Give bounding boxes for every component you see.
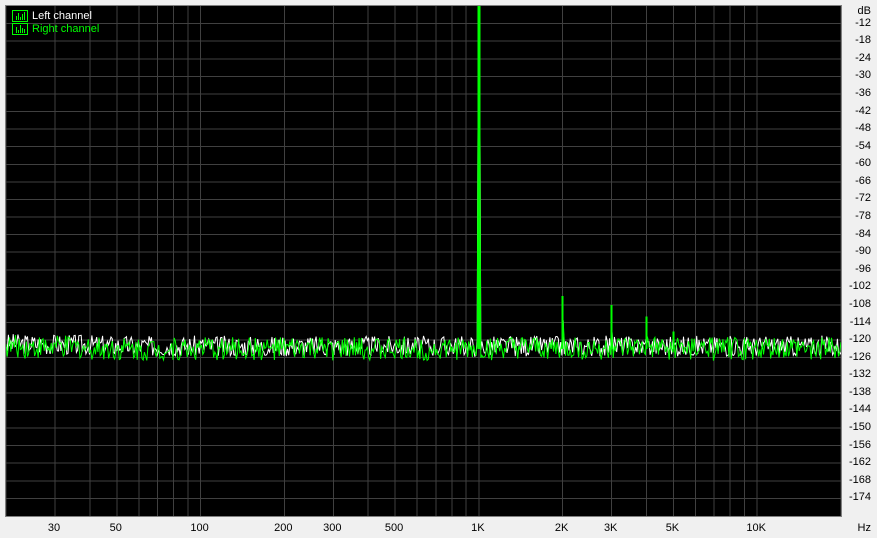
y-tick-label: -42 <box>855 105 871 117</box>
y-tick-label: -150 <box>849 421 871 433</box>
y-tick-label: -72 <box>855 192 871 204</box>
x-tick-label: 200 <box>274 522 292 534</box>
x-tick-label: 100 <box>190 522 208 534</box>
y-tick-label: -78 <box>855 210 871 222</box>
spectrum-analyzer-panel: -12 -18 -24 -30 -36 -42 -48 -54 -60 -66 -72 -78 -84 -… <box>0 0 877 538</box>
y-tick-label: -102 <box>849 280 871 292</box>
y-tick-label: -174 <box>849 491 871 503</box>
legend-label-right: Right channel <box>32 23 99 35</box>
y-tick-label: -54 <box>855 140 871 152</box>
legend-icon-right <box>12 23 28 35</box>
x-tick-label: 500 <box>385 522 403 534</box>
y-tick-label: -24 <box>855 52 871 64</box>
x-tick-label: 10K <box>746 522 766 534</box>
x-tick-label: 2K <box>555 522 568 534</box>
y-tick-label: -84 <box>855 228 871 240</box>
y-tick-label: -126 <box>849 351 871 363</box>
x-tick-label: 5K <box>666 522 679 534</box>
y-tick-label: -162 <box>849 456 871 468</box>
x-tick-label: 1K <box>471 522 484 534</box>
y-tick-label: -60 <box>855 157 871 169</box>
y-tick-label: -66 <box>855 175 871 187</box>
y-tick-label: -18 <box>855 34 871 46</box>
y-tick-label: -12 <box>855 17 871 29</box>
legend-item-left: Left channel <box>12 10 99 22</box>
y-tick-label: -30 <box>855 69 871 81</box>
legend-box: Left channel Right channel <box>12 10 99 35</box>
legend-icon-left <box>12 10 28 22</box>
y-tick-label: -138 <box>849 386 871 398</box>
y-tick-label: -114 <box>850 316 871 328</box>
y-tick-label: -132 <box>849 368 871 380</box>
legend-label-left: Left channel <box>32 10 92 22</box>
x-tick-label: 300 <box>323 522 341 534</box>
y-tick-label: -90 <box>855 245 871 257</box>
y-tick-label: -156 <box>849 439 871 451</box>
y-tick-label: -168 <box>849 474 871 486</box>
x-tick-label: 50 <box>110 522 122 534</box>
y-tick-label: -36 <box>855 87 871 99</box>
x-tick-label: 3K <box>604 522 617 534</box>
x-axis-unit: Hz <box>858 522 871 534</box>
spectrum-chart <box>5 5 842 517</box>
y-tick-label: -108 <box>849 298 871 310</box>
y-axis-unit: dB <box>858 5 871 17</box>
legend-item-right: Right channel <box>12 23 99 35</box>
y-tick-label: -48 <box>855 122 871 134</box>
y-tick-label: -96 <box>855 263 871 275</box>
y-tick-label: -144 <box>849 403 871 415</box>
y-tick-label: -120 <box>849 333 871 345</box>
x-tick-label: 30 <box>48 522 60 534</box>
